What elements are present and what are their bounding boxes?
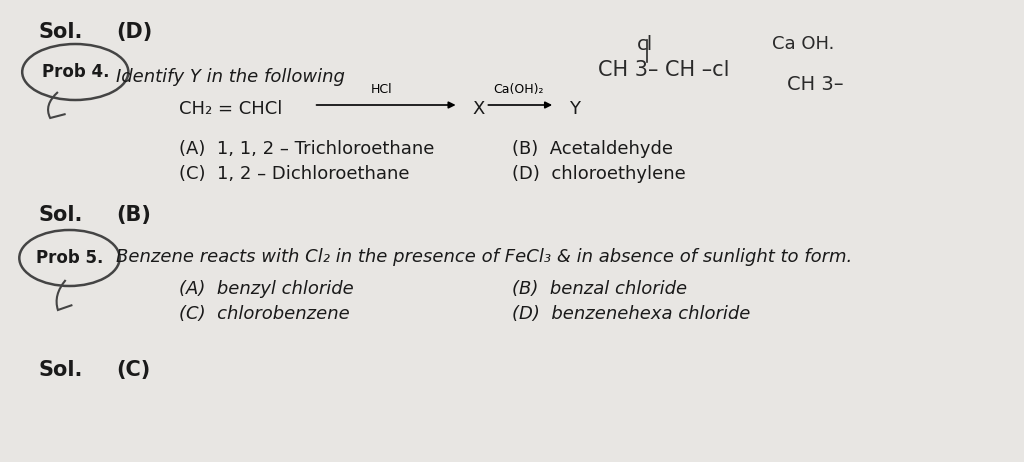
Text: (B)  benzal chloride: (B) benzal chloride <box>512 280 687 298</box>
Text: Sol.: Sol. <box>39 205 83 225</box>
Text: (A)  1, 1, 2 – Trichloroethane: (A) 1, 1, 2 – Trichloroethane <box>178 140 434 158</box>
Text: CH 3–: CH 3– <box>786 75 843 94</box>
Text: (D): (D) <box>116 22 153 42</box>
Text: cl: cl <box>637 35 653 54</box>
Text: Identify Y in the following: Identify Y in the following <box>116 68 345 86</box>
Text: HCl: HCl <box>371 83 392 96</box>
Text: Ca OH.: Ca OH. <box>772 35 835 53</box>
Text: CH₂ = CHCl: CH₂ = CHCl <box>178 100 282 118</box>
Text: Sol.: Sol. <box>39 22 83 42</box>
Text: (B)  Acetaldehyde: (B) Acetaldehyde <box>512 140 673 158</box>
Text: Benzene reacts with Cl₂ in the presence of FeCl₃ & in absence of sunlight to for: Benzene reacts with Cl₂ in the presence … <box>116 248 852 266</box>
Text: (A)  benzyl chloride: (A) benzyl chloride <box>178 280 353 298</box>
Text: Ca(OH)₂: Ca(OH)₂ <box>493 83 544 96</box>
Text: (D)  benzenehexa chloride: (D) benzenehexa chloride <box>512 305 750 323</box>
Text: (D)  chloroethylene: (D) chloroethylene <box>512 165 685 183</box>
Text: (B): (B) <box>116 205 151 225</box>
Text: (C)  1, 2 – Dichloroethane: (C) 1, 2 – Dichloroethane <box>178 165 409 183</box>
Text: Prob 5.: Prob 5. <box>36 249 103 267</box>
Text: (C): (C) <box>116 360 151 380</box>
Text: X: X <box>473 100 485 118</box>
Text: Y: Y <box>569 100 581 118</box>
Text: Prob 4.: Prob 4. <box>42 63 109 81</box>
Text: CH 3– CH –cl: CH 3– CH –cl <box>598 60 730 80</box>
Text: Sol.: Sol. <box>39 360 83 380</box>
Text: (C)  chlorobenzene: (C) chlorobenzene <box>178 305 349 323</box>
